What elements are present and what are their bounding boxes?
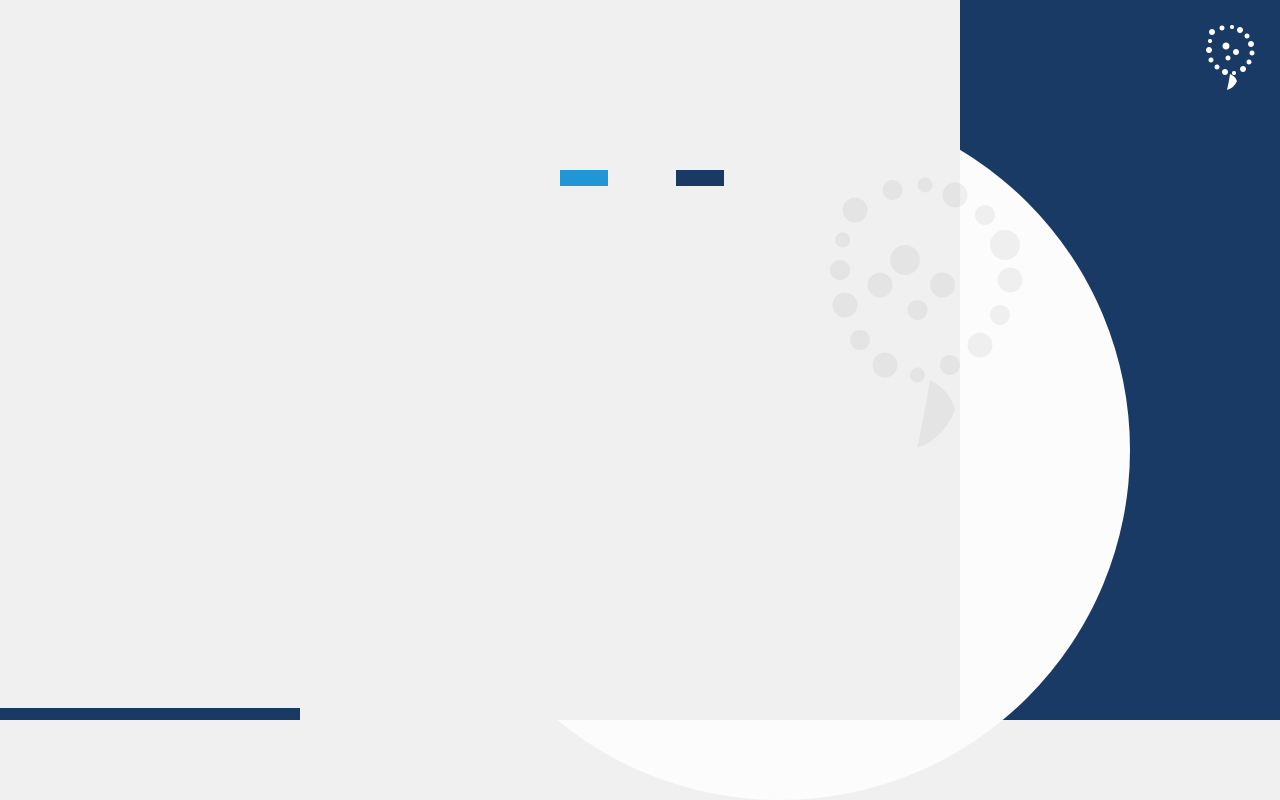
legend-item-2024: [560, 170, 626, 186]
bottom-accent-bar: [0, 708, 300, 720]
logo-head-icon: [1200, 20, 1260, 90]
canvas: [0, 0, 1280, 720]
bar-chart: [140, 220, 950, 590]
legend-swatch-2032: [676, 170, 724, 186]
legend-item-2032: [676, 170, 742, 186]
x-axis-labels: [140, 595, 950, 695]
legend: [560, 170, 742, 186]
legend-swatch-2024: [560, 170, 608, 186]
